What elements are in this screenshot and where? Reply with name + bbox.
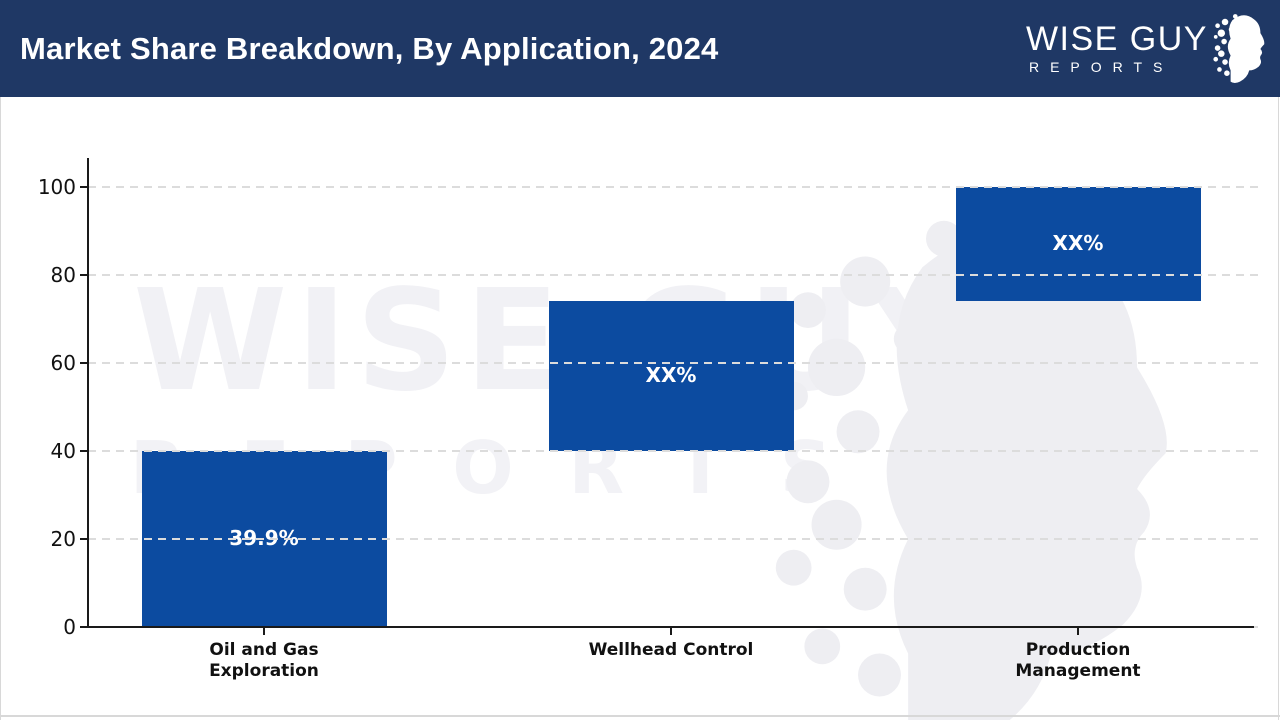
logo-subtext: REPORTS <box>1028 59 1174 75</box>
x-tick-label-wellhead-control: Wellhead Control <box>511 640 831 661</box>
y-tick-mark <box>80 626 87 628</box>
y-tick-label: 0 <box>63 615 76 639</box>
y-tick-mark <box>80 362 87 364</box>
right-border <box>1278 97 1279 720</box>
bar-production-management: XX% <box>955 187 1201 302</box>
y-tick-mark <box>80 538 87 540</box>
wiseguy-logo: WISE GUY REPORTS <box>1026 12 1266 86</box>
x-tick-label-production-management: Production Management <box>918 640 1238 682</box>
y-tick-label: 80 <box>50 263 76 287</box>
bar-value-label: XX% <box>1052 231 1104 256</box>
wiseguy-face-icon <box>1212 12 1266 86</box>
y-tick-label: 20 <box>50 527 76 551</box>
x-tick-mark <box>1077 628 1079 635</box>
gridline <box>88 274 1263 276</box>
chart-title: Market Share Breakdown, By Application, … <box>20 30 719 66</box>
y-tick-mark <box>80 186 87 188</box>
x-tick-label-oil-and-gas: Oil and Gas Exploration <box>104 640 424 682</box>
gridline <box>88 186 1263 188</box>
logo-text: WISE GUY REPORTS <box>1026 22 1208 75</box>
y-tick-mark <box>80 274 87 276</box>
gridline <box>88 538 1263 540</box>
gridline <box>88 362 1263 364</box>
x-tick-label-line: Management <box>1015 661 1141 681</box>
bar-value-label: XX% <box>645 363 697 388</box>
logo-wordmark: WISE GUY <box>1025 20 1208 58</box>
x-tick-label-line: Exploration <box>209 661 319 681</box>
y-tick-label: 60 <box>50 351 76 375</box>
x-axis-line <box>87 626 1254 628</box>
y-tick-mark <box>80 450 87 452</box>
x-tick-label-line: Oil and Gas <box>209 640 319 660</box>
x-tick-label-line: Wellhead Control <box>588 640 754 660</box>
x-tick-mark <box>670 628 672 635</box>
x-tick-label-line: Production <box>1025 640 1131 660</box>
gridline <box>88 450 1263 452</box>
y-axis-line <box>87 158 89 628</box>
x-tick-mark <box>263 628 265 635</box>
y-tick-label: 40 <box>50 439 76 463</box>
header-bar: Market Share Breakdown, By Application, … <box>0 0 1280 97</box>
bottom-border <box>0 715 1280 717</box>
y-tick-label: 100 <box>37 175 76 199</box>
left-border <box>0 97 1 720</box>
bar-wellhead-control: XX% <box>548 301 794 451</box>
